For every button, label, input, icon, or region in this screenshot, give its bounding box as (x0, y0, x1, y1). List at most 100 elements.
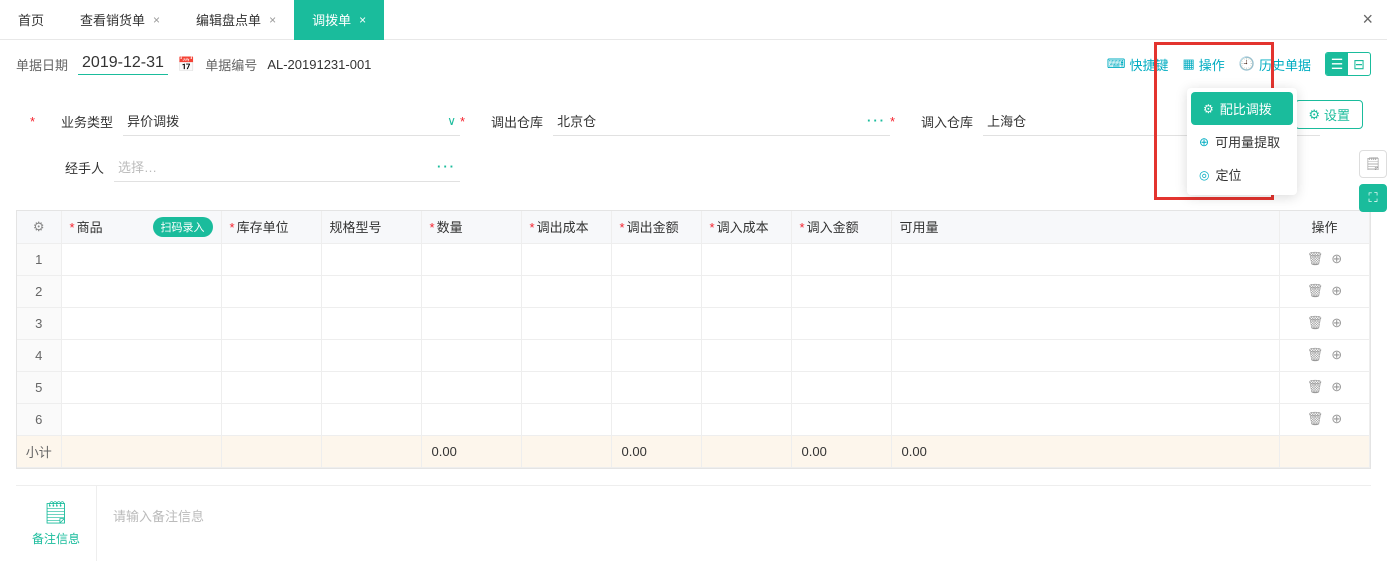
subtotal-in-amt: 0.00 (791, 435, 891, 467)
field-placeholder: 选择… (118, 157, 157, 176)
view-toggle: ☰ ⊟ (1325, 52, 1371, 76)
date-label: 单据日期 (16, 55, 68, 74)
close-all-icon[interactable]: × (1362, 9, 1373, 30)
delete-icon[interactable]: 🗑 (1307, 411, 1324, 426)
table-row[interactable]: 1🗑⊕ (17, 243, 1370, 275)
close-icon[interactable]: × (269, 13, 276, 27)
delete-icon[interactable]: 🗑 (1307, 379, 1324, 394)
row-ops: 🗑⊕ (1280, 403, 1370, 435)
tab-stocktake[interactable]: 编辑盘点单 × (178, 0, 294, 40)
field-label: 调出仓库 (469, 112, 543, 131)
table-row[interactable]: 2🗑⊕ (17, 275, 1370, 307)
field-handler: 经手人 选择… ··· (30, 144, 460, 190)
view-list-icon[interactable]: ☰ (1326, 53, 1348, 75)
row-ops: 🗑⊕ (1280, 339, 1370, 371)
row-ops: 🗑⊕ (1280, 275, 1370, 307)
expand-icon[interactable]: ⛶ (1359, 184, 1387, 212)
view-grid-icon[interactable]: ⊟ (1348, 53, 1370, 75)
add-icon[interactable]: ⊕ (1331, 283, 1342, 298)
tab-label: 首页 (18, 10, 44, 29)
remark-input[interactable]: 请输入备注信息 (96, 486, 1371, 561)
note-icon: 🗒 (42, 500, 70, 526)
side-tools: 🗒 ⛶ (1359, 150, 1387, 212)
table-row[interactable]: 3 🗑 ⊕ (17, 307, 1370, 339)
field-biz-type: * 业务类型 异价调拨 ∨ (30, 98, 460, 144)
dropdown-label: 可用量提取 (1215, 132, 1280, 151)
add-icon[interactable]: ⊕ (1331, 347, 1342, 362)
field-out-warehouse: * 调出仓库 北京仓 ··· (460, 98, 890, 144)
close-icon[interactable]: × (153, 13, 160, 27)
table-row[interactable]: 4🗑⊕ (17, 339, 1370, 371)
row-number: 4 (17, 339, 61, 371)
row-number: 1 (17, 243, 61, 275)
col-qty: *数量 (421, 211, 521, 243)
add-icon[interactable]: ⊕ (1331, 315, 1342, 330)
col-stock-unit: *库存单位 (221, 211, 321, 243)
col-in-cost: *调入成本 (701, 211, 791, 243)
extract-icon: ⊕ (1199, 135, 1209, 149)
tab-home[interactable]: 首页 (0, 0, 62, 40)
keyboard-icon: ⌨ (1107, 56, 1126, 72)
col-avail: 可用量 (891, 211, 1280, 243)
required-star: * (460, 114, 465, 129)
add-icon[interactable]: ⊕ (1331, 411, 1342, 426)
subtotal-avail: 0.00 (891, 435, 1280, 467)
more-icon: ··· (437, 159, 456, 174)
required-star: * (30, 114, 35, 129)
tab-sales[interactable]: 查看销货单 × (62, 0, 178, 40)
subtotal-qty: 0.00 (421, 435, 521, 467)
field-value: 异价调拨 (127, 111, 179, 130)
table-header-row: ⚙ *商品扫码录入 *库存单位 规格型号 *数量 *调出成本 *调出金额 *调入… (17, 211, 1370, 243)
close-icon[interactable]: × (359, 13, 366, 27)
dropdown-item-avail[interactable]: ⊕ 可用量提取 (1187, 125, 1297, 158)
settings-wrap: ⚙ 设置 (1295, 100, 1363, 129)
row-ops: 🗑⊕ (1280, 243, 1370, 275)
dropdown-item-ratio[interactable]: ⚙ 配比调拨 (1191, 92, 1293, 125)
col-spec: 规格型号 (321, 211, 421, 243)
tab-transfer[interactable]: 调拨单 × (294, 0, 384, 40)
remark-label: 备注信息 (32, 530, 80, 547)
more-icon: ··· (867, 113, 886, 128)
locate-icon: ◎ (1199, 168, 1209, 182)
field-value: 北京仓 (557, 111, 596, 130)
calendar-icon[interactable]: 📅 (178, 56, 195, 73)
delete-icon[interactable]: 🗑 (1307, 315, 1324, 330)
gear-icon: ⚙ (1203, 102, 1214, 116)
settings-label: 设置 (1324, 105, 1350, 124)
delete-icon[interactable]: 🗑 (1307, 283, 1324, 298)
delete-icon[interactable]: 🗑 (1307, 251, 1324, 266)
tab-label: 编辑盘点单 (196, 10, 261, 29)
date-value[interactable]: 2019-12-31 (78, 54, 168, 75)
tab-bar: 首页 查看销货单 × 编辑盘点单 × 调拨单 × × (0, 0, 1387, 40)
row-number: 6 (17, 403, 61, 435)
delete-icon[interactable]: 🗑 (1307, 347, 1324, 362)
line-table: ⚙ *商品扫码录入 *库存单位 规格型号 *数量 *调出成本 *调出金额 *调入… (16, 210, 1371, 469)
remark-area: 🗒 备注信息 请输入备注信息 (16, 485, 1371, 561)
dropdown-item-locate[interactable]: ◎ 定位 (1187, 158, 1297, 191)
dropdown-label: 配比调拨 (1220, 99, 1272, 118)
subtotal-out-amt: 0.00 (611, 435, 701, 467)
col-out-amt: *调出金额 (611, 211, 701, 243)
scan-badge[interactable]: 扫码录入 (153, 217, 213, 237)
operate-dropdown: ⚙ 配比调拨 ⊕ 可用量提取 ◎ 定位 (1187, 88, 1297, 195)
billno-label: 单据编号 (205, 55, 257, 74)
chevron-down-icon: ∨ (447, 114, 456, 128)
remark-placeholder: 请输入备注信息 (113, 509, 204, 524)
note-icon[interactable]: 🗒 (1359, 150, 1387, 178)
add-icon[interactable]: ⊕ (1331, 379, 1342, 394)
settings-button[interactable]: ⚙ 设置 (1295, 100, 1363, 129)
table-row[interactable]: 5🗑⊕ (17, 371, 1370, 403)
out-warehouse-select[interactable]: 北京仓 ··· (553, 106, 890, 136)
table-row[interactable]: 6🗑⊕ (17, 403, 1370, 435)
add-icon[interactable]: ⊕ (1331, 251, 1342, 266)
biz-type-select[interactable]: 异价调拨 ∨ (123, 106, 460, 136)
field-value: 上海仓 (987, 111, 1026, 130)
field-label: 业务类型 (39, 112, 113, 131)
gear-icon[interactable]: ⚙ (17, 211, 61, 243)
col-out-cost: *调出成本 (521, 211, 611, 243)
field-label: 经手人 (30, 158, 104, 177)
row-number: 3 (17, 307, 61, 339)
handler-select[interactable]: 选择… ··· (114, 152, 460, 182)
dropdown-label: 定位 (1215, 165, 1241, 184)
gear-icon: ⚙ (1308, 107, 1320, 123)
